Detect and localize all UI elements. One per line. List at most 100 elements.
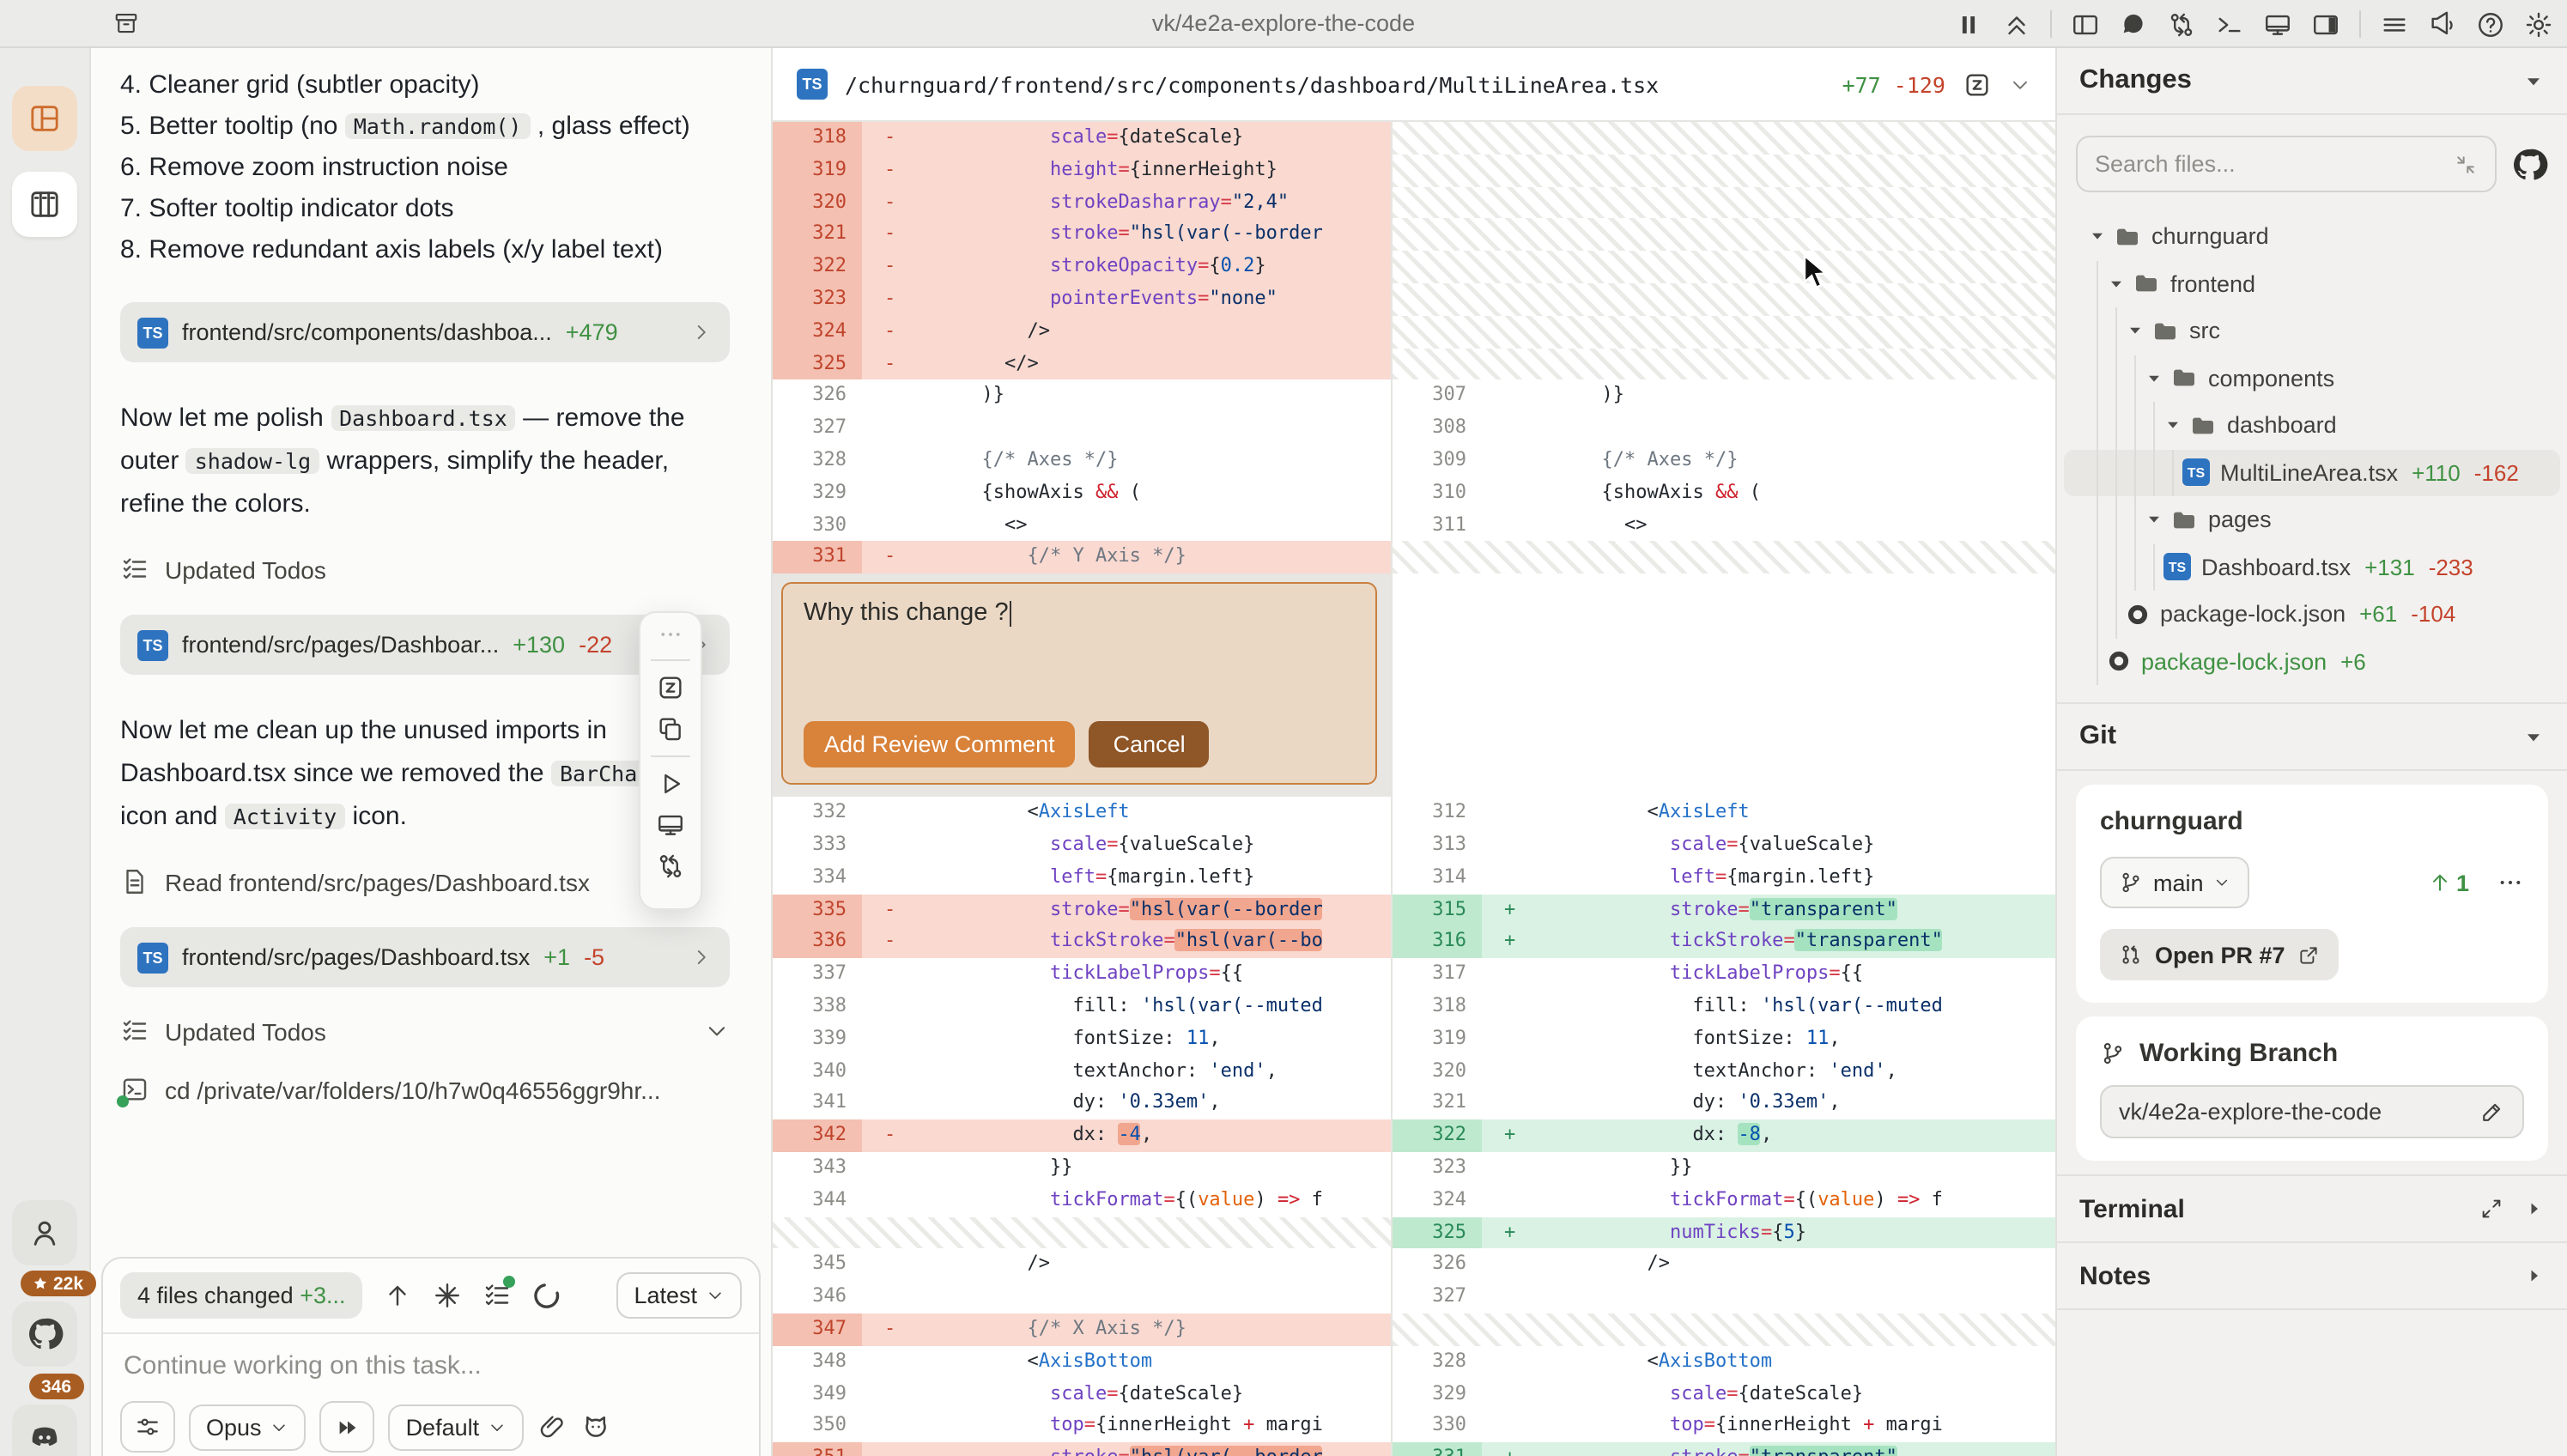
diff-line[interactable]: 336- tickStroke="hsl(var(--bo: [773, 926, 1391, 959]
diff-line[interactable]: 328 {/* Axes */}: [773, 445, 1391, 477]
collapse-file-icon[interactable]: [2009, 73, 2031, 95]
scroll-up-icon[interactable]: [384, 1281, 413, 1310]
diff-line[interactable]: 349 scale={dateScale}: [773, 1378, 1391, 1410]
pause-icon[interactable]: [1954, 9, 1983, 39]
expand-icon[interactable]: [2479, 1197, 2503, 1221]
diff-line[interactable]: 325+ numTicks={5}: [1391, 1216, 2055, 1249]
diff-line[interactable]: 309 {/* Axes */}: [1391, 445, 2055, 477]
diff-line[interactable]: 327: [773, 412, 1391, 445]
diff-line[interactable]: 313 scale={valueScale}: [1391, 829, 2055, 862]
file-change-chip[interactable]: TSfrontend/src/pages/Dashboard.tsx+1-5: [120, 927, 730, 987]
run-icon[interactable]: [656, 769, 685, 798]
tree-file-package-lock.json[interactable]: package-lock.json+61-104: [2064, 591, 2560, 638]
diff-line[interactable]: 322- strokeOpacity={0.2}: [773, 251, 1391, 283]
chevrons-up-icon[interactable]: [2002, 9, 2031, 39]
tree-folder-pages[interactable]: pages: [2064, 496, 2560, 543]
diff-line[interactable]: 311 <>: [1391, 509, 2055, 542]
diff-spacer[interactable]: [1391, 219, 2055, 252]
github-link-icon[interactable]: [2510, 145, 2548, 183]
copy-icon[interactable]: [656, 714, 685, 743]
diff-line[interactable]: 324- />: [773, 316, 1391, 349]
diff-body[interactable]: 318- scale={dateScale}319- height={inner…: [773, 122, 2055, 1456]
menu-icon[interactable]: [2380, 9, 2409, 39]
layout-view-button[interactable]: [12, 86, 77, 151]
chat-bubble-icon[interactable]: [2119, 9, 2148, 39]
diff-line[interactable]: 338 fill: 'hsl(var(--muted: [773, 991, 1391, 1023]
diff-spacer[interactable]: [1391, 316, 2055, 349]
help-icon[interactable]: [2476, 9, 2505, 39]
diff-spacer[interactable]: [1391, 186, 2055, 219]
panel-left-icon[interactable]: [2071, 9, 2100, 39]
diff-line[interactable]: 347- {/* X Axis */}: [773, 1313, 1391, 1346]
review-comment-box[interactable]: Why this change ? Add Review Comment Cance…: [781, 582, 1377, 785]
diff-line[interactable]: 307 )}: [1391, 380, 2055, 413]
tree-folder-churnguard[interactable]: churnguard: [2064, 213, 2560, 260]
diff-line[interactable]: 325- </>: [773, 348, 1391, 380]
diff-line[interactable]: 323 }}: [1391, 1152, 2055, 1185]
diff-line[interactable]: 320- strokeDasharray="2,4": [773, 186, 1391, 219]
cat-icon[interactable]: [580, 1411, 611, 1442]
archive-icon[interactable]: [113, 10, 139, 36]
spark-icon[interactable]: [434, 1281, 463, 1310]
diff-line[interactable]: 318- scale={dateScale}: [773, 122, 1391, 155]
diff-line[interactable]: 330 top={innerHeight + margi: [1391, 1410, 2055, 1443]
discord-button[interactable]: [12, 1404, 77, 1456]
collapse-tree-icon[interactable]: [2454, 152, 2478, 176]
diff-line[interactable]: 351- stroke="hsl(var(--border: [773, 1442, 1391, 1456]
diff-line[interactable]: 339 fontSize: 11,: [773, 1022, 1391, 1055]
files-changed-pill[interactable]: 4 files changed +3...: [120, 1272, 363, 1319]
diff-line[interactable]: 318 fill: 'hsl(var(--muted: [1391, 991, 2055, 1023]
diff-line[interactable]: 342- dx: -4,: [773, 1119, 1391, 1152]
tool-action-row[interactable]: Updated Todos: [120, 1016, 730, 1046]
mode-dropdown[interactable]: Default: [389, 1404, 525, 1450]
more-options-icon[interactable]: [2497, 869, 2524, 896]
diff-line[interactable]: 350 top={innerHeight + margi: [773, 1410, 1391, 1443]
diff-line[interactable]: 319- height={innerHeight}: [773, 155, 1391, 187]
diff-line[interactable]: 340 textAnchor: 'end',: [773, 1055, 1391, 1088]
diff-line[interactable]: 333 scale={valueScale}: [773, 829, 1391, 862]
drag-handle-icon[interactable]: [658, 622, 683, 647]
tree-file-MultiLineArea.tsx[interactable]: TSMultiLineArea.tsx+110-162: [2064, 449, 2560, 496]
fast-forward-button[interactable]: [320, 1401, 375, 1453]
diff-line[interactable]: 308: [1391, 412, 2055, 445]
diff-line[interactable]: 343 }}: [773, 1152, 1391, 1185]
diff-spacer[interactable]: [1391, 251, 2055, 283]
diff-line[interactable]: 326 )}: [773, 380, 1391, 413]
preview-icon[interactable]: [656, 810, 685, 840]
message-input[interactable]: Continue working on this task...: [103, 1334, 759, 1398]
diff-line[interactable]: 344 tickFormat={(value) => f: [773, 1184, 1391, 1216]
diff-line[interactable]: 321 dy: '0.33em',: [1391, 1088, 2055, 1120]
expand-terminal-icon[interactable]: [2524, 1198, 2545, 1219]
diff-line[interactable]: 337 tickLabelProps={{: [773, 958, 1391, 991]
tree-folder-src[interactable]: src: [2064, 307, 2560, 355]
model-dropdown[interactable]: Opus: [189, 1404, 306, 1450]
account-button[interactable]: [12, 1200, 77, 1265]
diff-line[interactable]: 329 scale={dateScale}: [1391, 1378, 2055, 1410]
tool-action-row[interactable]: Updated Todos: [120, 555, 730, 584]
cancel-button[interactable]: Cancel: [1089, 721, 1210, 767]
notes-section[interactable]: Notes: [2057, 1243, 2567, 1308]
diff-line[interactable]: 322+ dx: -8,: [1391, 1119, 2055, 1152]
settings-sliders-button[interactable]: [120, 1401, 175, 1453]
diff-line[interactable]: 331- {/* Y Axis */}: [773, 542, 1391, 574]
branch-selector[interactable]: main: [2100, 857, 2250, 908]
panel-right-icon[interactable]: [2311, 9, 2340, 39]
search-files-input[interactable]: Search files...: [2076, 136, 2497, 192]
diff-line[interactable]: 315+ stroke="transparent": [1391, 894, 2055, 926]
diff-spacer[interactable]: [1391, 283, 2055, 316]
diff-line[interactable]: 320 textAnchor: 'end',: [1391, 1055, 2055, 1088]
diff-line[interactable]: 335- stroke="hsl(var(--border: [773, 894, 1391, 926]
add-review-comment-button[interactable]: Add Review Comment: [804, 721, 1076, 767]
diff-line[interactable]: 323- pointerEvents="none": [773, 283, 1391, 316]
diff-line[interactable]: 348 <AxisBottom: [773, 1345, 1391, 1378]
diff-line[interactable]: 346: [773, 1281, 1391, 1313]
diff-line[interactable]: 341 dy: '0.33em',: [773, 1088, 1391, 1120]
megaphone-icon[interactable]: [2428, 9, 2457, 39]
diff-line[interactable]: 345 />: [773, 1249, 1391, 1282]
monitor-icon[interactable]: [2263, 9, 2292, 39]
tree-folder-components[interactable]: components: [2064, 355, 2560, 402]
edit-pencil-icon[interactable]: [2479, 1099, 2505, 1125]
diff-line[interactable]: 327: [1391, 1281, 2055, 1313]
review-comment-input[interactable]: Why this change ?: [804, 599, 1355, 627]
diff-line[interactable]: 310 {showAxis && (: [1391, 477, 2055, 510]
